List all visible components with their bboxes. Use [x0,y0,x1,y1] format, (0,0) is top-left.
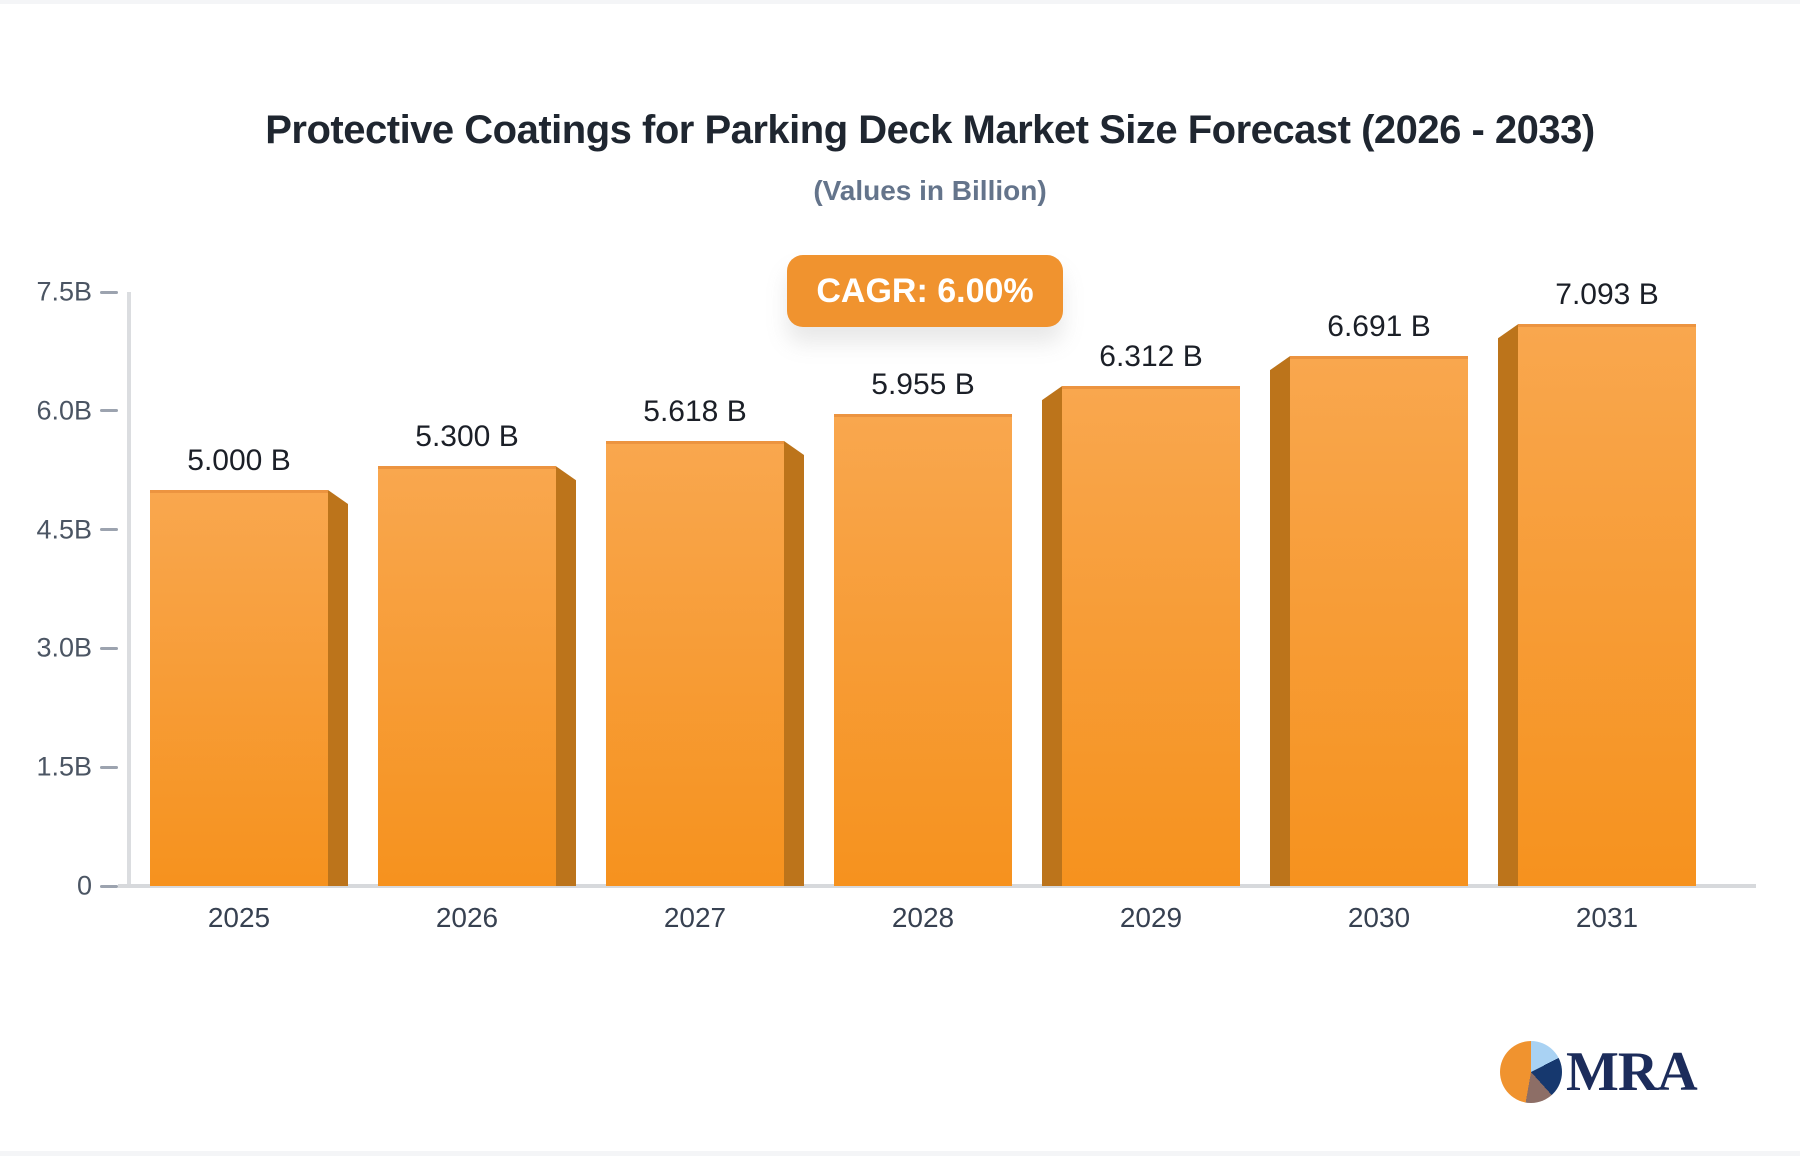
y-tick-mark [100,290,118,294]
bar-2026 [378,466,556,886]
x-axis-line [118,884,1756,888]
chart-header: Protective Coatings for Parking Deck Mar… [60,108,1800,207]
bar-side-face [1042,386,1062,886]
cagr-badge: CAGR: 6.00% [787,255,1063,327]
bar-value-label: 5.300 B [415,420,519,454]
y-tick-label: 1.5B [36,751,92,782]
x-axis-label: 2031 [1575,902,1639,933]
bar-2030 [1290,356,1468,886]
bar-side-face [784,441,804,886]
chart-subtitle: (Values in Billion) [813,175,1047,206]
x-axis-label: 2029 [1119,902,1183,933]
y-tick-mark [100,884,118,888]
bar-side-face [328,490,348,886]
y-tick-label: 6.0B [36,395,92,426]
y-tick-mark [100,528,118,532]
y-tick-mark [100,646,118,650]
y-tick-label: 4.5B [36,514,92,545]
bar-2031 [1518,324,1696,886]
x-axis-label: 2027 [663,902,727,933]
bar-value-label: 5.000 B [187,444,291,477]
y-axis-line [127,292,131,884]
y-tick-mark [100,409,118,413]
x-axis-label: 2025 [207,902,271,933]
bar-2027 [606,441,784,886]
y-tick-mark [100,765,118,769]
x-axis-label: 2028 [891,902,955,933]
bar-side-face [1498,324,1518,886]
bar-2028 [834,414,1012,886]
y-tick-label: 3.0B [36,632,92,663]
pie-logo-icon [1500,1041,1562,1103]
bar-2029 [1062,386,1240,886]
bar-value-label: 7.093 B [1555,278,1659,312]
bar-side-face [1270,356,1290,886]
x-axis-label: 2026 [435,902,499,933]
bar-value-label: 6.312 B [1099,340,1203,374]
chart-title: Protective Coatings for Parking Deck Mar… [265,108,1595,152]
bar-value-label: 5.955 B [871,368,975,402]
bar-side-face [556,466,576,886]
bar-value-label: 5.618 B [643,395,747,429]
x-axis-label: 2030 [1347,902,1411,933]
y-tick-label: 0 [76,870,92,901]
brand-logo: MRA [1500,1040,1698,1104]
y-tick-label: 7.5B [36,276,92,307]
bar-value-label: 6.691 B [1327,310,1431,344]
logo-text: MRA [1566,1041,1698,1103]
bar-2025 [150,490,328,886]
